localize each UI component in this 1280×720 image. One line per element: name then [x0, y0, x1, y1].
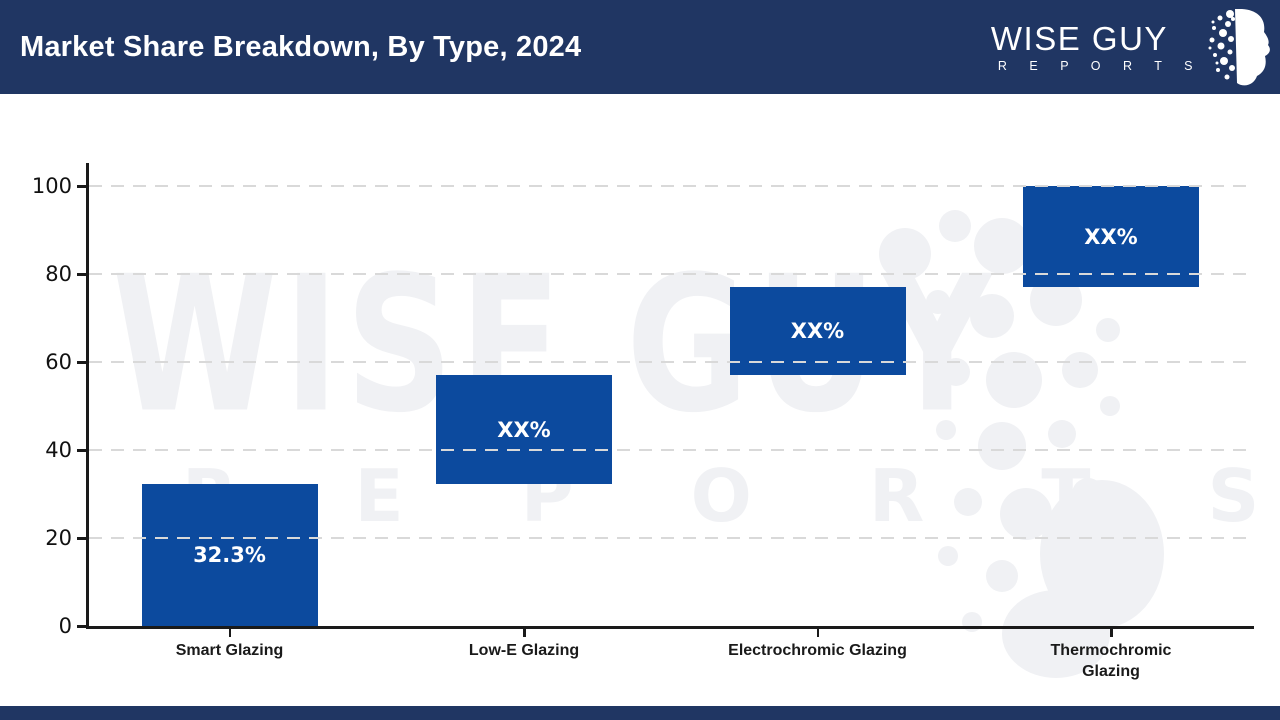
gridline-40	[89, 449, 1254, 451]
y-tick-label-40: 40	[45, 438, 72, 462]
y-axis-line	[86, 163, 89, 628]
brand-logo-text: WISE GUY R E P O R T S	[991, 22, 1202, 73]
bar-2	[729, 287, 906, 376]
x-tick-mark-1	[523, 628, 526, 637]
y-tick-label-80: 80	[45, 262, 72, 286]
bar-value-label-2: XX%	[790, 319, 845, 344]
bar-1	[436, 375, 612, 484]
y-tick-mark-20	[77, 537, 87, 540]
bar-value-label-3: XX%	[1084, 224, 1138, 249]
bar-3	[1023, 186, 1199, 288]
gridline-100	[89, 185, 1254, 187]
x-category-label-1: Low-E Glazing	[468, 642, 580, 659]
chart-region: WISE GUY R E P O R T S 32.3% XX% XX% XX% 0 20…	[0, 94, 1280, 706]
brand-logo: WISE GUY R E P O R T S	[991, 6, 1270, 88]
report-title: Market Share Breakdown, By Type, 2024	[20, 30, 582, 63]
x-category-label-0: Smart Glazing	[175, 642, 284, 659]
y-tick-label-20: 20	[45, 526, 72, 550]
bar-value-label-0: 32.3%	[193, 542, 266, 567]
gridline-20	[89, 537, 1254, 539]
x-tick-mark-0	[228, 628, 231, 637]
brand-face-icon	[1208, 9, 1270, 86]
y-tick-mark-60	[77, 361, 87, 364]
brand-name: WISE GUY	[990, 19, 1168, 57]
x-axis-line	[86, 626, 1254, 629]
gridline-80	[89, 273, 1254, 275]
brand-subtitle: R E P O R T S	[997, 58, 1202, 73]
x-category-label-3: Thermochromic Glazing	[1050, 642, 1172, 680]
x-tick-mark-3	[1110, 628, 1113, 637]
y-tick-label-60: 60	[45, 350, 72, 374]
header-band: Market Share Breakdown, By Type, 2024 WI…	[0, 0, 1280, 94]
bar-value-label-1: XX%	[497, 417, 551, 442]
bar-0	[141, 483, 318, 626]
gridline-60	[89, 361, 1254, 363]
y-tick-label-0: 0	[58, 614, 72, 638]
y-tick-label-100: 100	[31, 174, 72, 198]
y-tick-mark-0	[77, 625, 87, 628]
footer-band	[0, 706, 1280, 720]
x-category-label-2: Electrochromic Glazing	[728, 642, 907, 659]
x-tick-mark-2	[816, 628, 819, 637]
y-tick-mark-40	[77, 449, 87, 452]
y-tick-mark-80	[77, 273, 87, 276]
y-tick-mark-100	[77, 185, 87, 188]
